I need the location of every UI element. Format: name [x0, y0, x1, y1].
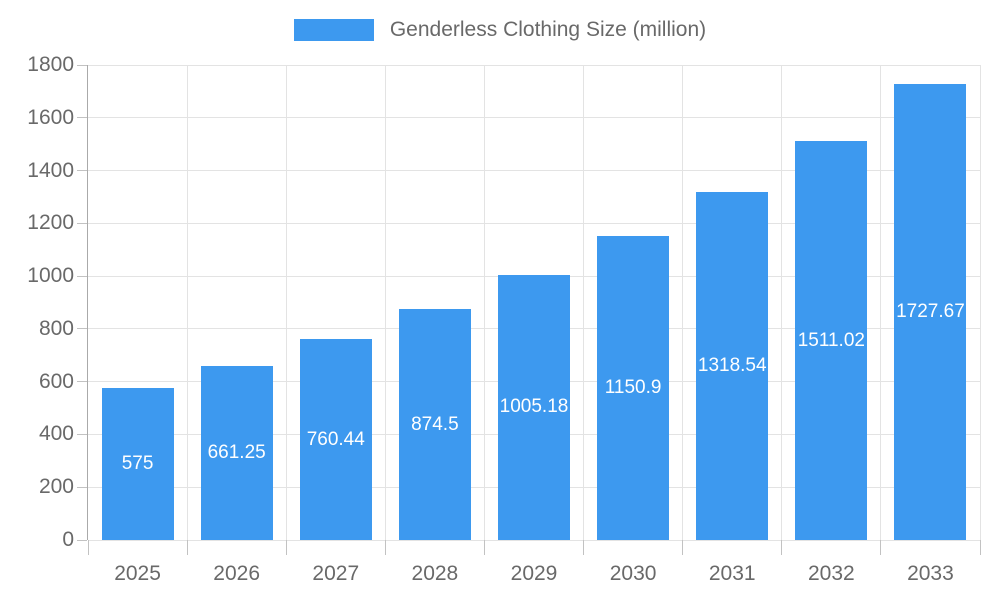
- gridline-horizontal: [88, 222, 980, 224]
- bar-value-label: 575: [121, 453, 154, 475]
- y-axis-tick: [77, 170, 87, 172]
- y-axis-tick: [77, 64, 87, 66]
- x-tick-label: 2027: [312, 562, 360, 585]
- x-tick-label: 2028: [411, 562, 459, 585]
- gridline-horizontal: [88, 539, 980, 541]
- y-tick-label: 400: [38, 422, 74, 446]
- gridline-horizontal: [88, 64, 980, 66]
- y-axis-tick: [77, 117, 87, 119]
- y-tick-label: 1000: [27, 264, 74, 288]
- x-tick-label: 2026: [213, 562, 261, 585]
- gridline-vertical: [285, 65, 287, 540]
- bar-value-label: 661.25: [207, 441, 266, 463]
- bar-2030[interactable]: 1150.9: [597, 236, 670, 540]
- y-tick-label: 1400: [27, 158, 74, 182]
- y-tick-label: 200: [38, 475, 74, 499]
- bar-value-label: 760.44: [306, 428, 365, 450]
- bar-value-label: 1727.67: [896, 301, 965, 323]
- y-axis-tick: [77, 222, 87, 224]
- x-axis-tick: [682, 540, 684, 555]
- bar-2031[interactable]: 1318.54: [696, 192, 769, 540]
- y-axis-tick: [77, 539, 87, 541]
- y-axis-tick: [77, 486, 87, 488]
- y-axis-tick: [77, 381, 87, 383]
- x-axis-tick: [483, 540, 485, 555]
- y-axis-tick: [77, 275, 87, 277]
- legend-swatch: [293, 19, 374, 41]
- bar-value-label: 1511.02: [797, 329, 865, 351]
- y-tick-label: 800: [38, 316, 74, 340]
- gridline-vertical: [781, 65, 783, 540]
- x-axis-tick: [781, 540, 783, 555]
- bar-value-label: 1150.9: [604, 377, 662, 399]
- gridline-vertical: [979, 65, 981, 540]
- bar-2032[interactable]: 1511.02: [795, 141, 868, 540]
- gridline-vertical: [880, 65, 882, 540]
- legend-label: Genderless Clothing Size (million): [389, 18, 707, 41]
- x-axis-tick: [979, 540, 981, 555]
- gridline-horizontal: [88, 170, 980, 172]
- gridline-vertical: [682, 65, 684, 540]
- bar-2033[interactable]: 1727.67: [894, 84, 967, 540]
- bar-2029[interactable]: 1005.18: [498, 274, 570, 540]
- x-axis-tick: [880, 540, 882, 555]
- x-axis-tick: [583, 540, 585, 555]
- gridline-vertical: [384, 65, 386, 540]
- y-tick-label: 600: [38, 369, 74, 393]
- y-axis-tick: [77, 328, 87, 330]
- x-tick-label: 2032: [807, 562, 855, 585]
- x-axis-tick: [384, 540, 386, 555]
- x-tick-label: 2025: [114, 562, 161, 585]
- x-tick-label: 2030: [609, 562, 657, 585]
- x-tick-label: 2033: [907, 562, 954, 585]
- bar-2026[interactable]: 661.25: [200, 365, 273, 540]
- legend-item[interactable]: Genderless Clothing Size (million): [0, 18, 1000, 42]
- bar-value-label: 1318.54: [697, 355, 767, 377]
- y-axis-tick: [77, 433, 87, 435]
- x-axis-tick: [186, 540, 188, 555]
- bar-2027[interactable]: 760.44: [299, 339, 372, 540]
- x-axis-tick: [87, 540, 89, 555]
- bar-value-label: 1005.18: [499, 396, 569, 418]
- x-tick-label: 2029: [510, 562, 558, 585]
- y-tick-label: 0: [62, 528, 74, 551]
- y-axis-line: [87, 65, 88, 540]
- bar-2028[interactable]: 874.5: [398, 309, 471, 540]
- y-tick-label: 1800: [27, 53, 74, 76]
- bar-2025[interactable]: 575: [101, 388, 174, 540]
- gridline-vertical: [483, 65, 485, 540]
- gridline-vertical: [186, 65, 188, 540]
- gridline-vertical: [583, 65, 585, 540]
- plot-area: 575 661.25 760.44 874.5 1005.18 1150.9 1318.54…: [87, 64, 981, 541]
- gridline-horizontal: [88, 117, 980, 119]
- y-tick-label: 1600: [27, 105, 74, 129]
- x-tick-label: 2031: [708, 562, 756, 585]
- y-tick-label: 1200: [27, 211, 74, 235]
- bar-value-label: 874.5: [411, 413, 459, 435]
- x-axis-tick: [285, 540, 287, 555]
